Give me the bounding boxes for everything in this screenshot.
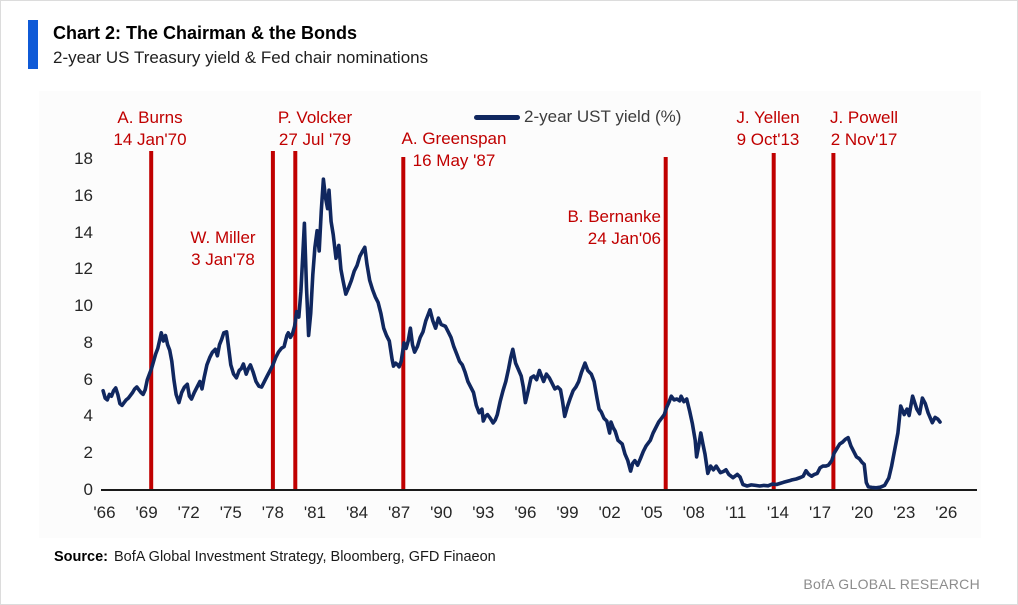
x-tick-label: '66 <box>93 503 116 522</box>
x-tick-label: '08 <box>682 503 705 522</box>
y-tick-label: 8 <box>83 332 93 352</box>
fed-chair-annotation: A. Burns 14 Jan'70 <box>65 107 235 151</box>
x-tick-label: '81 <box>303 503 327 522</box>
title-accent-bar <box>28 20 38 69</box>
x-tick-label: '23 <box>893 503 916 522</box>
x-tick-label: '93 <box>472 503 495 522</box>
y-tick-label: 12 <box>74 259 93 279</box>
x-tick-label: '05 <box>640 503 663 522</box>
y-tick-label: 16 <box>74 185 93 205</box>
y-tick-label: 2 <box>83 443 93 463</box>
nomination-date: 24 Jan'06 <box>587 229 661 248</box>
source-line: Source: BofA Global Investment Strategy, … <box>54 549 496 565</box>
y-tick-label: 6 <box>83 369 93 389</box>
legend-line-swatch <box>474 114 520 120</box>
nomination-date: 3 Jan'78 <box>191 250 255 269</box>
nomination-date: 27 Jul '79 <box>278 130 352 149</box>
fed-chair-annotation: W. Miller 3 Jan'78 <box>138 227 308 271</box>
fed-chair-annotation: P. Volcker 27 Jul '79 <box>230 107 400 151</box>
y-tick-label: 10 <box>74 296 93 316</box>
x-tick-label: '17 <box>808 503 832 522</box>
x-tick-label: '96 <box>514 503 537 522</box>
x-tick-label: '72 <box>177 503 200 522</box>
x-tick-label: '78 <box>261 503 284 522</box>
chart-subtitle: 2-year US Treasury yield & Fed chair nom… <box>53 48 429 67</box>
plot-panel <box>39 91 981 538</box>
fed-chair-annotation: A. Greenspan 16 May '87 <box>369 128 539 172</box>
x-tick-label: '26 <box>935 503 958 522</box>
nomination-date: 9 Oct'13 <box>736 130 800 149</box>
fed-chair-annotation: J. Powell 2 Nov'17 <box>779 107 949 151</box>
y-tick-label: 0 <box>83 480 93 499</box>
chair-name: W. Miller <box>190 228 256 247</box>
chair-name: B. Bernanke <box>567 207 661 226</box>
chart-title: Chart 2: The Chairman & the Bonds <box>53 23 358 43</box>
x-tick-label: '87 <box>388 503 411 522</box>
y-tick-label: 4 <box>83 406 93 426</box>
nomination-date: 16 May '87 <box>412 151 496 170</box>
chair-name: J. Powell <box>829 108 899 127</box>
legend-label: 2-year UST yield (%) <box>524 107 682 126</box>
nomination-date: 14 Jan'70 <box>113 130 187 149</box>
source-label: Source: <box>54 549 108 565</box>
y-tick-label: 18 <box>74 148 93 168</box>
x-tick-label: '20 <box>851 503 874 522</box>
yield-series-line <box>101 177 942 490</box>
x-tick-label: '75 <box>219 503 242 522</box>
brand-text: BofA GLOBAL RESEARCH <box>803 576 980 592</box>
x-tick-label: '14 <box>766 503 790 522</box>
x-tick-label: '99 <box>556 503 579 522</box>
chair-name: A. Burns <box>117 108 183 127</box>
x-tick-label: '02 <box>598 503 621 522</box>
x-tick-label: '90 <box>430 503 453 522</box>
chair-name: J. Yellen <box>736 108 800 127</box>
nomination-date: 2 Nov'17 <box>830 130 898 149</box>
y-tick-label: 14 <box>74 222 93 242</box>
source-text: BofA Global Investment Strategy, Bloombe… <box>114 549 496 565</box>
chart-legend: 2-year UST yield (%) <box>474 107 681 127</box>
fed-chair-annotation: J. Yellen 9 Oct'13 <box>683 107 853 151</box>
x-tick-label: '69 <box>135 503 158 522</box>
chair-name: A. Greenspan <box>401 129 507 148</box>
x-tick-label: '84 <box>345 503 369 522</box>
fed-chair-annotation: B. Bernanke 24 Jan'06 <box>491 206 661 250</box>
chair-name: P. Volcker <box>277 108 353 127</box>
x-tick-label: '11 <box>725 503 747 522</box>
